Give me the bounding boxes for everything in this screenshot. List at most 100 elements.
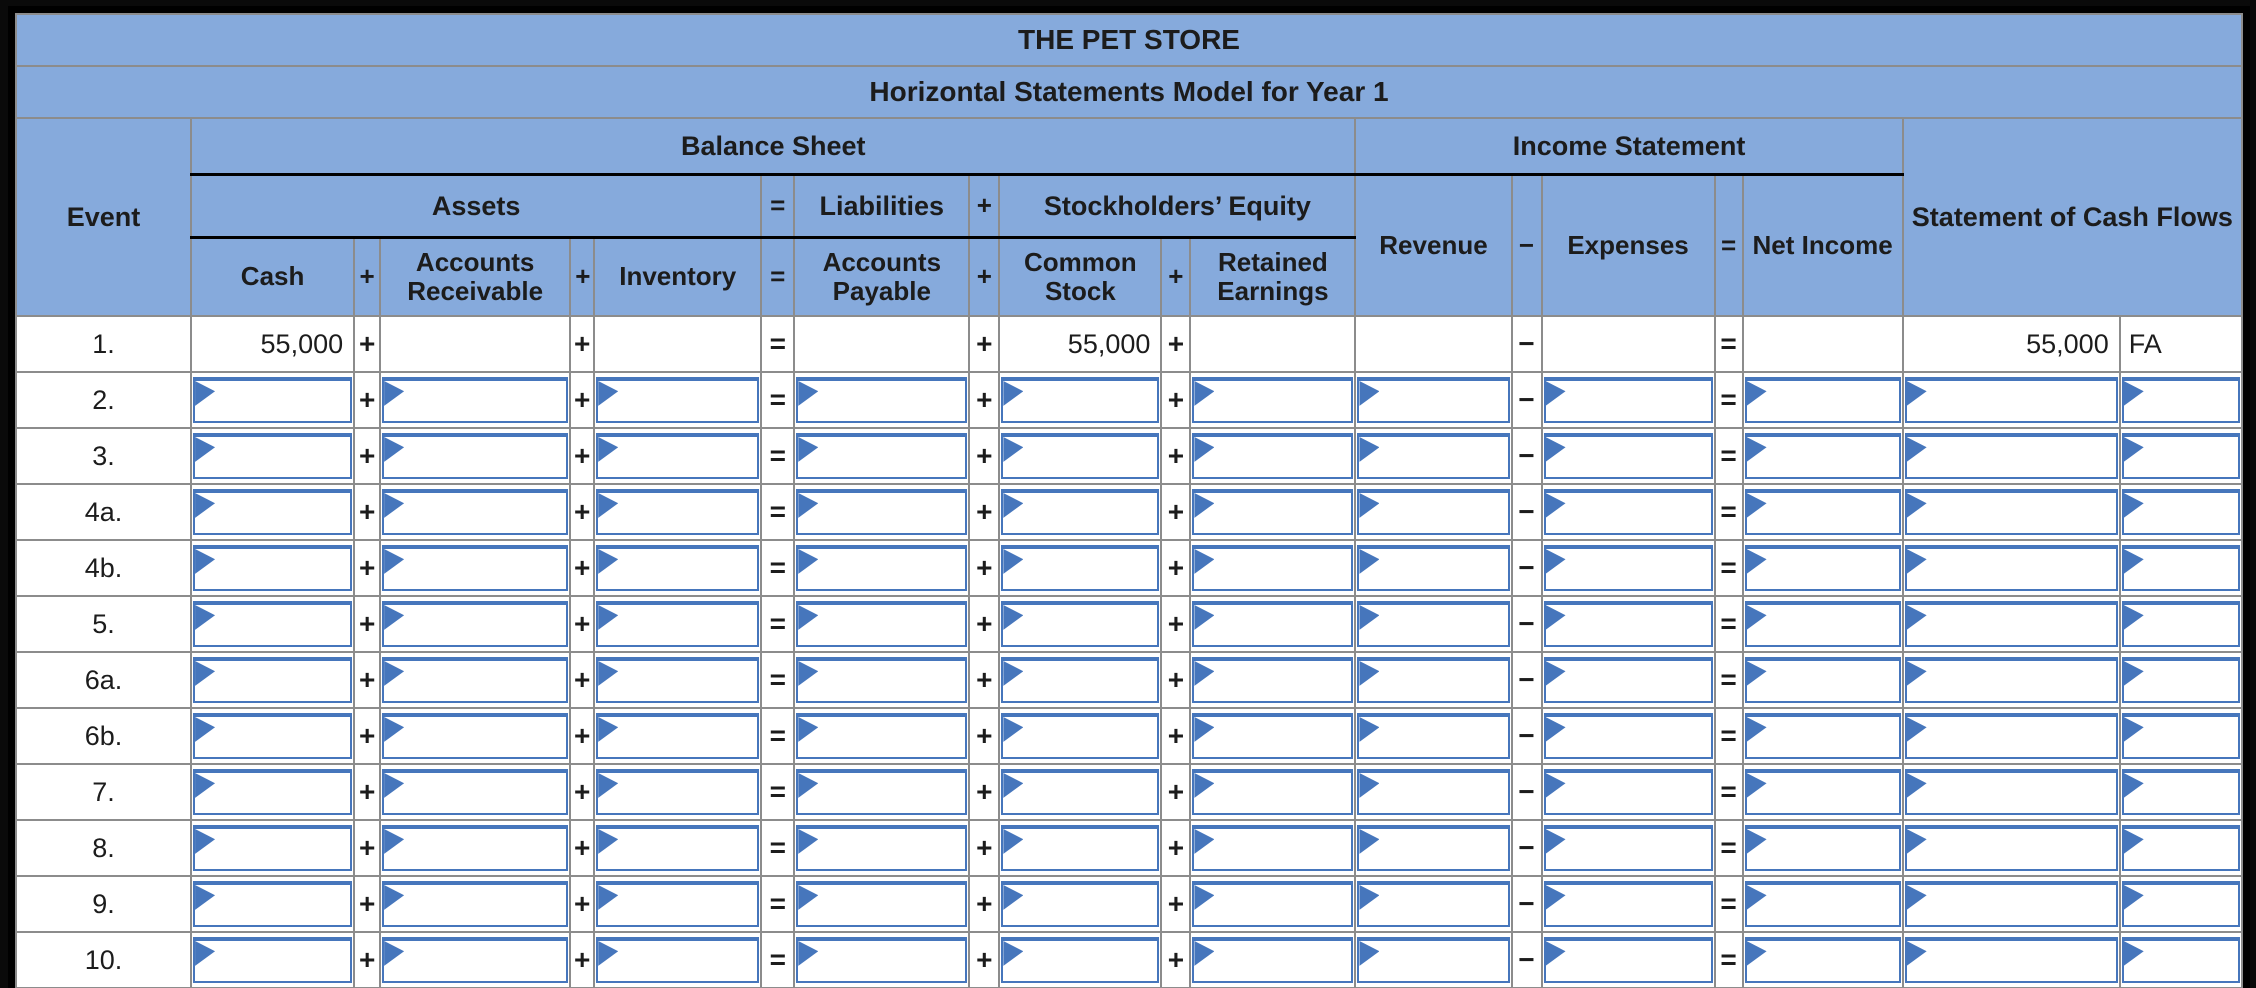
cash-input[interactable] (193, 881, 353, 927)
cf-code-input[interactable] (2121, 825, 2240, 871)
cf-amount-input[interactable] (1904, 545, 2118, 591)
inventory-input[interactable] (596, 825, 760, 871)
accounts-payable-input[interactable] (796, 433, 968, 479)
accounts-payable-input[interactable] (796, 769, 968, 815)
net-income-input[interactable] (1744, 937, 1901, 983)
common-stock-input[interactable] (1001, 937, 1160, 983)
accounts-receivable-input[interactable] (382, 937, 569, 983)
expenses-input[interactable] (1543, 937, 1713, 983)
inventory-input[interactable] (596, 881, 760, 927)
revenue-input[interactable] (1357, 545, 1510, 591)
expenses-input[interactable] (1543, 769, 1713, 815)
common-stock-input[interactable] (1001, 881, 1160, 927)
accounts-receivable-input[interactable] (382, 489, 569, 535)
accounts-receivable-input[interactable] (382, 433, 569, 479)
common-stock-input[interactable] (1001, 713, 1160, 759)
cf-amount-input[interactable] (1904, 657, 2118, 703)
accounts-payable-input[interactable] (796, 825, 968, 871)
cf-amount-input[interactable] (1904, 881, 2118, 927)
net-income-input[interactable] (1744, 881, 1901, 927)
inventory-input[interactable] (596, 937, 760, 983)
inventory-input[interactable] (596, 377, 760, 423)
cf-code-input[interactable] (2121, 937, 2240, 983)
cf-amount-input[interactable] (1904, 601, 2118, 647)
accounts-receivable-input[interactable] (382, 881, 569, 927)
cash-input[interactable] (193, 601, 353, 647)
retained-earnings-input[interactable] (1192, 713, 1354, 759)
expenses-input[interactable] (1543, 545, 1713, 591)
cash-input[interactable] (193, 545, 353, 591)
cf-code-input[interactable] (2121, 489, 2240, 535)
revenue-input[interactable] (1357, 657, 1510, 703)
accounts-receivable-input[interactable] (382, 545, 569, 591)
net-income-input[interactable] (1744, 769, 1901, 815)
retained-earnings-input[interactable] (1192, 433, 1354, 479)
retained-earnings-input[interactable] (1192, 657, 1354, 703)
revenue-input[interactable] (1357, 489, 1510, 535)
accounts-payable-input[interactable] (796, 377, 968, 423)
inventory-input[interactable] (596, 489, 760, 535)
retained-earnings-input[interactable] (1192, 937, 1354, 983)
net-income-input[interactable] (1744, 433, 1901, 479)
revenue-input[interactable] (1357, 769, 1510, 815)
revenue-input[interactable] (1357, 377, 1510, 423)
accounts-payable-input[interactable] (796, 489, 968, 535)
expenses-input[interactable] (1543, 433, 1713, 479)
retained-earnings-input[interactable] (1192, 489, 1354, 535)
net-income-input[interactable] (1744, 545, 1901, 591)
net-income-input[interactable] (1744, 601, 1901, 647)
revenue-input[interactable] (1357, 601, 1510, 647)
cf-amount-input[interactable] (1904, 769, 2118, 815)
cf-amount-input[interactable] (1904, 825, 2118, 871)
inventory-input[interactable] (596, 545, 760, 591)
expenses-input[interactable] (1543, 657, 1713, 703)
common-stock-input[interactable] (1001, 769, 1160, 815)
accounts-receivable-input[interactable] (382, 769, 569, 815)
net-income-input[interactable] (1744, 489, 1901, 535)
cf-amount-input[interactable] (1904, 937, 2118, 983)
expenses-input[interactable] (1543, 377, 1713, 423)
retained-earnings-input[interactable] (1192, 769, 1354, 815)
expenses-input[interactable] (1543, 881, 1713, 927)
common-stock-input[interactable] (1001, 433, 1160, 479)
accounts-payable-input[interactable] (796, 881, 968, 927)
cash-input[interactable] (193, 769, 353, 815)
net-income-input[interactable] (1744, 713, 1901, 759)
cf-code-input[interactable] (2121, 377, 2240, 423)
accounts-payable-input[interactable] (796, 937, 968, 983)
retained-earnings-input[interactable] (1192, 881, 1354, 927)
expenses-input[interactable] (1543, 489, 1713, 535)
retained-earnings-input[interactable] (1192, 825, 1354, 871)
retained-earnings-input[interactable] (1192, 377, 1354, 423)
cf-amount-input[interactable] (1904, 489, 2118, 535)
retained-earnings-input[interactable] (1192, 601, 1354, 647)
inventory-input[interactable] (596, 601, 760, 647)
accounts-receivable-input[interactable] (382, 377, 569, 423)
revenue-input[interactable] (1357, 433, 1510, 479)
cf-code-input[interactable] (2121, 657, 2240, 703)
accounts-payable-input[interactable] (796, 545, 968, 591)
inventory-input[interactable] (596, 433, 760, 479)
accounts-payable-input[interactable] (796, 657, 968, 703)
cf-amount-input[interactable] (1904, 377, 2118, 423)
accounts-receivable-input[interactable] (382, 825, 569, 871)
inventory-input[interactable] (596, 769, 760, 815)
cash-input[interactable] (193, 825, 353, 871)
cash-input[interactable] (193, 657, 353, 703)
inventory-input[interactable] (596, 713, 760, 759)
net-income-input[interactable] (1744, 377, 1901, 423)
revenue-input[interactable] (1357, 713, 1510, 759)
revenue-input[interactable] (1357, 825, 1510, 871)
common-stock-input[interactable] (1001, 825, 1160, 871)
inventory-input[interactable] (596, 657, 760, 703)
cf-code-input[interactable] (2121, 433, 2240, 479)
accounts-receivable-input[interactable] (382, 657, 569, 703)
cf-code-input[interactable] (2121, 881, 2240, 927)
cf-amount-input[interactable] (1904, 713, 2118, 759)
accounts-payable-input[interactable] (796, 713, 968, 759)
cash-input[interactable] (193, 433, 353, 479)
cash-input[interactable] (193, 489, 353, 535)
common-stock-input[interactable] (1001, 377, 1160, 423)
net-income-input[interactable] (1744, 825, 1901, 871)
expenses-input[interactable] (1543, 825, 1713, 871)
